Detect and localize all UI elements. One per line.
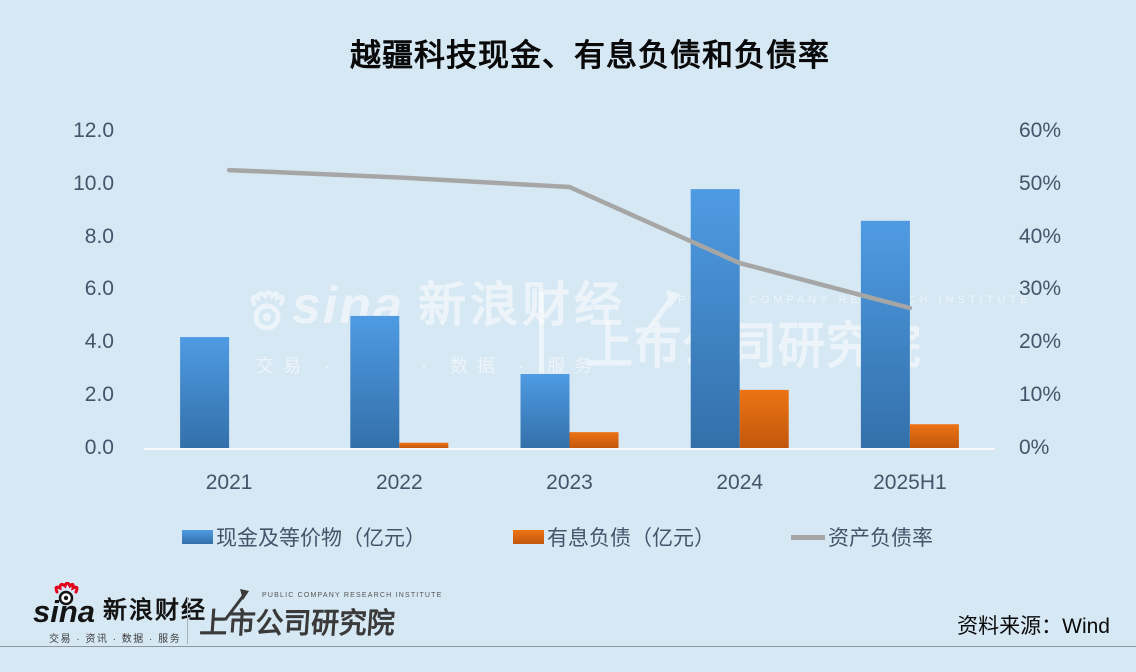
y-axis-tick-right: 0% — [1019, 435, 1050, 459]
y-axis-tick-right: 30% — [1019, 277, 1062, 301]
bar-debt-2022 — [399, 442, 449, 448]
legend-item-ratio: 资产负债率 — [791, 526, 933, 550]
legend-label-cash: 现金及等价物（亿元） — [216, 527, 426, 550]
arrow-up-icon — [223, 589, 249, 621]
y-axis-tick-left: 4.0 — [84, 330, 114, 354]
data-source-note: 资料来源：Wind — [957, 615, 1110, 638]
sina-eye-icon — [54, 582, 79, 606]
x-axis-label: 2023 — [546, 471, 593, 494]
sina-eye-icon — [250, 290, 285, 331]
footer-institute-logo: PUBLIC COMPANY RESEARCH INSTITUTE 上市公司研究… — [198, 589, 443, 642]
legend-swatch-ratio — [791, 534, 825, 540]
legend-swatch-cash — [182, 530, 213, 544]
bar-series-group — [180, 189, 959, 448]
y-axis-tick-left: 6.0 — [84, 277, 114, 301]
y-axis-tick-left: 12.0 — [73, 119, 114, 142]
arrow-up-icon — [635, 290, 680, 346]
y-axis-tick-left: 10.0 — [73, 171, 114, 195]
footer-sina-tagline: 交易 · 资讯 · 数据 · 服务 — [49, 634, 182, 645]
ratio-line — [226, 167, 913, 311]
bar-cash-2023 — [520, 374, 570, 448]
bar-debt-2024 — [739, 389, 789, 448]
footer-sina-logo: sina 新浪财经 交易 · 资讯 · 数据 · 服务 — [33, 582, 208, 645]
x-axis: 2021 2022 2023 2024 2025H1 — [144, 471, 995, 495]
y-axis-tick-right: 40% — [1019, 224, 1062, 248]
legend-label-debt: 有息负债（亿元） — [547, 527, 715, 550]
y-axis-tick-left: 2.0 — [84, 383, 114, 407]
x-axis-label: 2024 — [716, 471, 764, 494]
y-axis-right: 60% 50% 40% 30% 20% 10% 0% — [1019, 120, 1109, 459]
footer-sina-cn: 新浪财经 — [103, 597, 208, 624]
bar-cash-2021 — [180, 337, 230, 448]
watermark-institute-en: PUBLIC COMPANY RESEARCH INSTITUTE — [678, 294, 1032, 306]
bar-debt-2023 — [569, 432, 619, 448]
footer-institute-en: PUBLIC COMPANY RESEARCH INSTITUTE — [262, 592, 443, 599]
bar-cash-2025H1 — [860, 220, 910, 448]
footer-institute-cn: 上市公司研究院 — [198, 608, 396, 640]
y-axis-tick-right: 50% — [1019, 171, 1062, 195]
legend-swatch-debt — [513, 530, 544, 544]
y-axis-tick-right: 20% — [1019, 330, 1062, 354]
footer-divider — [187, 598, 188, 644]
y-axis-tick-right: 60% — [1019, 119, 1062, 142]
x-axis-label: 2022 — [375, 471, 423, 494]
chart-title: 越疆科技现金、有息负债和负债率 — [350, 38, 830, 73]
watermark-sina: sina 新浪财经 — [222, 279, 627, 332]
x-axis-label: 2025H1 — [873, 471, 947, 494]
y-axis-tick-left: 8.0 — [84, 224, 114, 248]
legend-item-cash: 现金及等价物（亿元） — [182, 526, 426, 550]
footer-rule — [0, 646, 1136, 647]
y-axis-left: 12.0 10.0 8.0 6.0 4.0 2.0 0.0 — [34, 120, 114, 459]
legend-item-debt: 有息负债（亿元） — [513, 526, 715, 550]
watermark-sina-tagline: 交易 · 资讯 · 数据 · 服务 — [256, 356, 601, 376]
legend-label-ratio: 资产负债率 — [828, 527, 933, 550]
watermark-divider — [539, 292, 544, 373]
x-axis-baseline — [144, 448, 995, 450]
watermark-sina-cn: 新浪财经 — [418, 279, 627, 332]
plot-area — [180, 167, 959, 448]
x-axis-label: 2021 — [205, 471, 253, 494]
bar-cash-2022 — [350, 315, 400, 448]
y-axis-tick-left: 0.0 — [84, 435, 114, 459]
bar-debt-2025H1 — [909, 424, 959, 448]
y-axis-tick-right: 10% — [1019, 383, 1062, 407]
bar-cash-2024 — [690, 189, 740, 448]
